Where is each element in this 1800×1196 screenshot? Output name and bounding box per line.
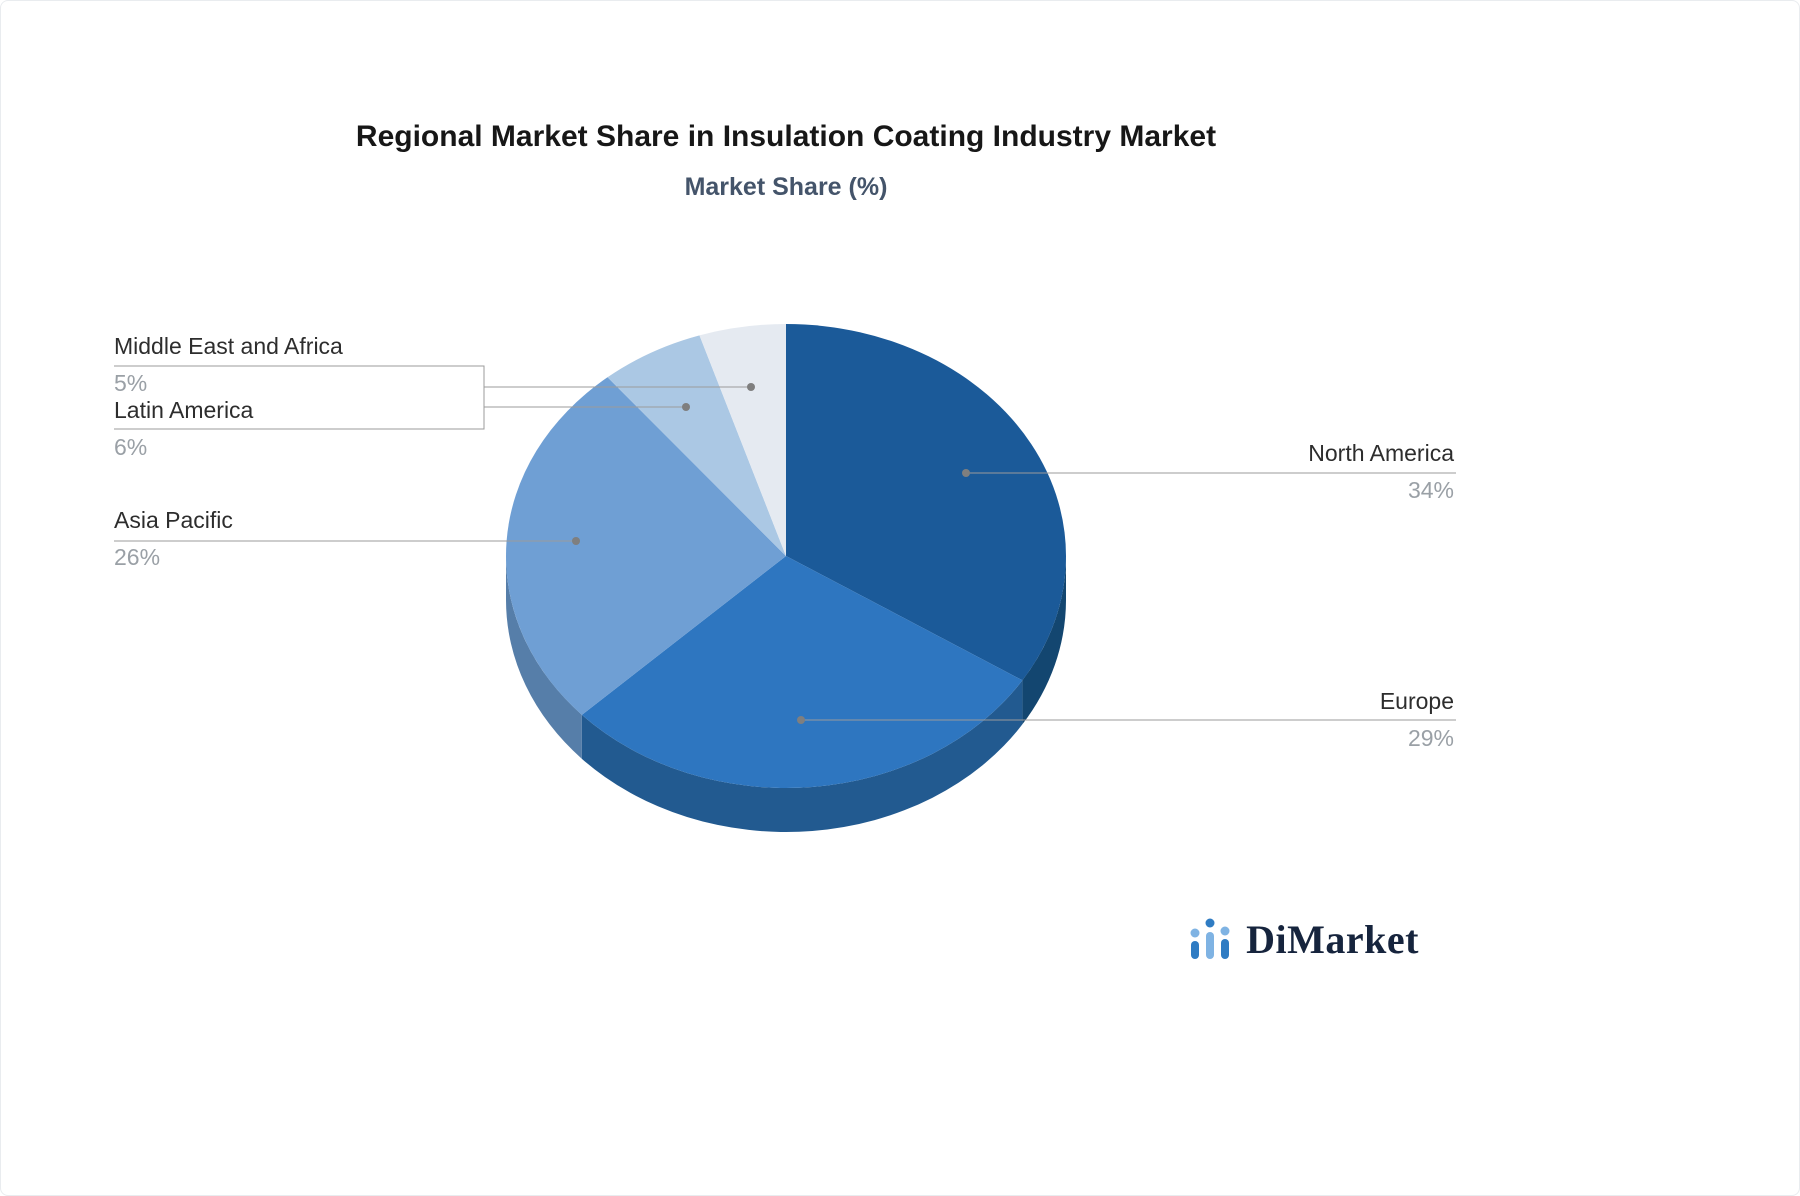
slice-label-north-america: North America [1308,440,1454,466]
pie-slice-side-asia-pacific [506,556,582,759]
leader-dot-middle-east-and-africa [747,383,755,391]
brand-logo: DiMarket [1188,915,1419,963]
callout-middle-east-and-africa: Middle East and Africa 5% [114,332,343,397]
leader-dot-latin-america [682,403,690,411]
slice-value-europe: 29% [1407,725,1454,751]
leader-dot-europe [797,716,805,724]
leader-dot-asia-pacific [572,537,580,545]
slice-label-asia-pacific: Asia Pacific [114,507,233,533]
slice-value-middle-east-and-africa: 5% [114,370,148,396]
leader-dot-north-america [962,469,970,477]
callout-latin-america: Latin America 6% [114,396,253,461]
leader-line-latin-america [114,406,686,430]
chart-title: Regional Market Share in Insulation Coat… [355,120,1217,153]
callout-europe: Europe 29% [1380,687,1454,752]
slice-label-europe: Europe [1379,688,1454,714]
pie-slice-side-europe [581,680,1023,832]
pie-slice-europe [581,556,1023,788]
pie-slice-side-north-america [1022,556,1066,725]
pie-slice-asia-pacific [506,377,786,715]
slice-label-latin-america: Latin America [114,397,254,423]
slice-value-asia-pacific: 26% [114,544,161,570]
callout-north-america: North America 34% [1308,439,1454,504]
pie-slice-middle-east-and-africa [699,324,786,556]
slice-value-latin-america: 6% [114,434,148,460]
callout-asia-pacific: Asia Pacific 26% [114,506,233,571]
brand-logo-icon [1190,918,1230,959]
brand-logo-text: DiMarket [1246,916,1419,962]
slice-value-north-america: 34% [1407,477,1454,503]
chart-subtitle: Market Share (%) [684,173,888,201]
pie-slice-latin-america [607,335,786,556]
leader-line-middle-east-and-africa [114,365,751,388]
chart-header: Regional Market Share in Insulation Coat… [1,119,1571,202]
pie-slice-north-america [786,324,1066,681]
slice-label-middle-east-and-africa: Middle East and Africa [114,333,343,359]
